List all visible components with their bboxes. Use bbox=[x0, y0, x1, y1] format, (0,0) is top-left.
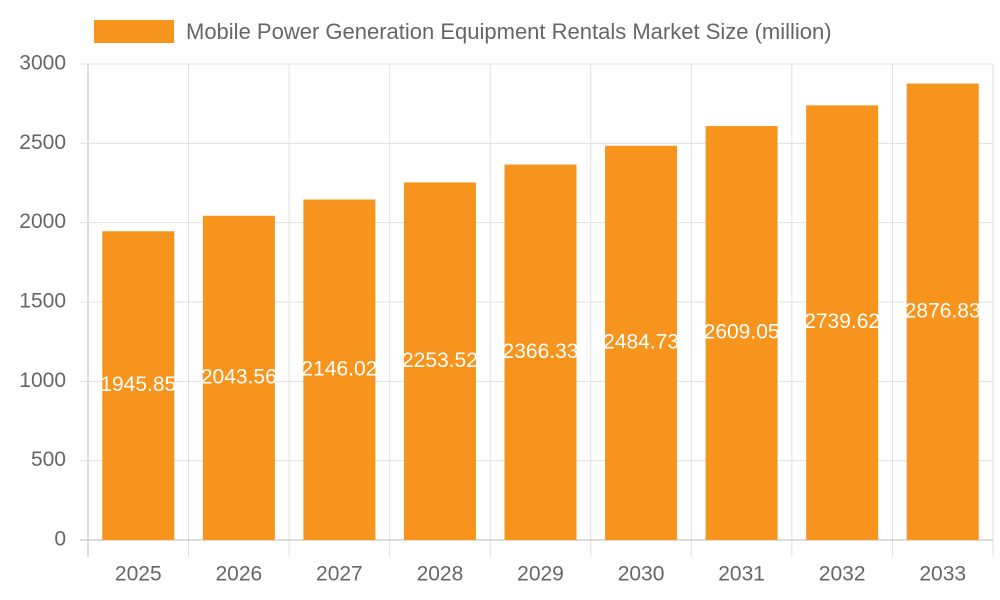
value-label: 2253.52 bbox=[402, 349, 478, 372]
bar bbox=[504, 164, 577, 541]
value-label: 2739.62 bbox=[804, 310, 880, 333]
legend-swatch bbox=[94, 20, 174, 43]
value-label: 2484.73 bbox=[603, 330, 679, 353]
x-tick-label: 2028 bbox=[417, 563, 464, 586]
x-tick-label: 2026 bbox=[215, 563, 262, 586]
value-label: 2366.33 bbox=[503, 340, 579, 363]
value-label: 1945.85 bbox=[100, 373, 176, 396]
y-tick-label: 2000 bbox=[19, 210, 66, 233]
x-tick-label: 2033 bbox=[919, 563, 966, 586]
bar bbox=[705, 126, 778, 540]
x-tick-label: 2032 bbox=[819, 563, 866, 586]
y-tick-label: 2500 bbox=[19, 131, 66, 154]
bar bbox=[102, 231, 175, 540]
bar bbox=[403, 182, 476, 540]
bar bbox=[303, 199, 376, 540]
x-tick-label: 2025 bbox=[115, 563, 162, 586]
y-tick-label: 1500 bbox=[19, 290, 66, 313]
y-tick-label: 3000 bbox=[19, 52, 66, 75]
x-tick-label: 2030 bbox=[618, 563, 665, 586]
bar bbox=[605, 145, 678, 541]
y-tick-label: 0 bbox=[54, 528, 66, 551]
value-label: 2876.83 bbox=[905, 299, 981, 322]
bar bbox=[806, 105, 879, 540]
y-tick-label: 500 bbox=[31, 448, 66, 471]
value-label: 2043.56 bbox=[201, 365, 277, 388]
x-tick-label: 2031 bbox=[718, 563, 765, 586]
x-tick-label: 2029 bbox=[517, 563, 564, 586]
x-tick-label: 2027 bbox=[316, 563, 363, 586]
legend-label: Mobile Power Generation Equipment Rental… bbox=[186, 19, 832, 44]
value-label: 2146.02 bbox=[301, 357, 377, 380]
value-label: 2609.05 bbox=[704, 321, 780, 344]
bar bbox=[906, 83, 979, 541]
y-tick-label: 1000 bbox=[19, 369, 66, 392]
bar bbox=[202, 215, 275, 541]
